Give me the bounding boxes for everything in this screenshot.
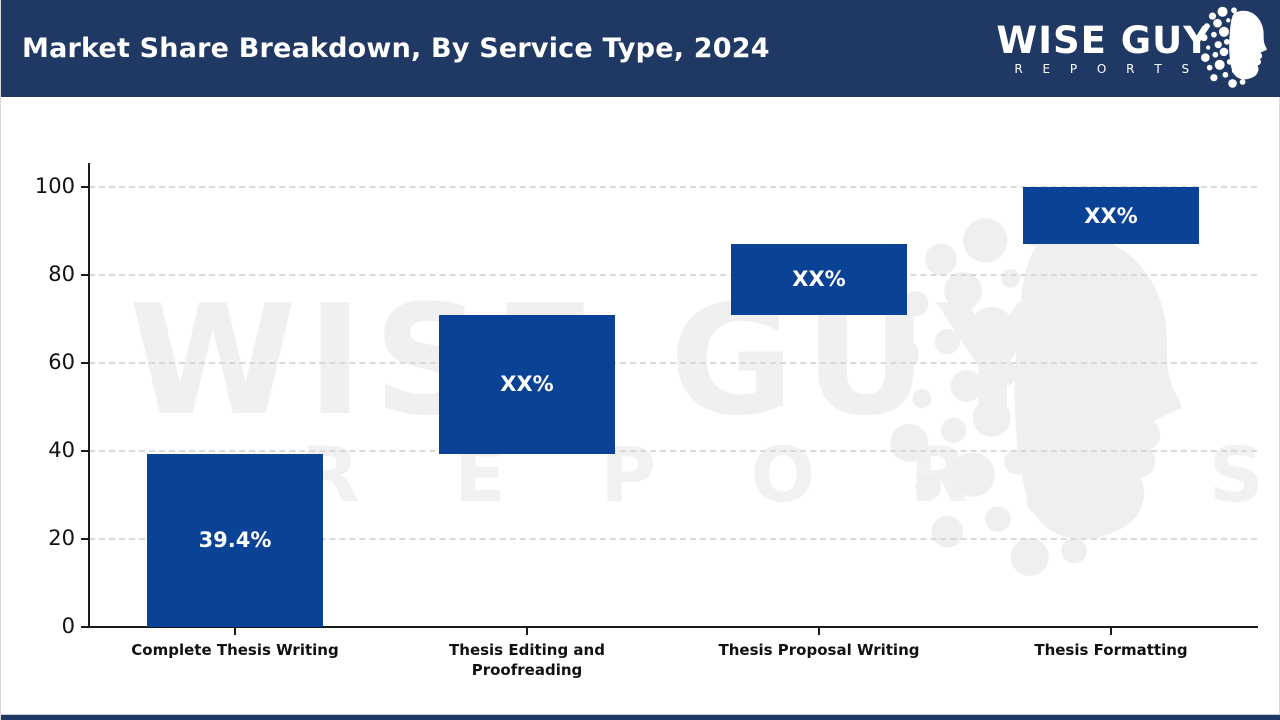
y-axis-tick-label: 40 [48, 438, 75, 462]
wise-guy-reports-logo: WISE GUY R E P O R T S [996, 6, 1280, 92]
y-axis-tick-label: 60 [48, 350, 75, 374]
y-tick [81, 538, 89, 540]
chart-title: Market Share Breakdown, By Service Type,… [22, 33, 770, 64]
logo-name-text: WISE GUY [996, 18, 1211, 62]
bar-value-label: XX% [500, 372, 554, 397]
gridline [89, 186, 1257, 188]
bar-segment: XX% [439, 314, 615, 454]
header-bar: Market Share Breakdown, By Service Type,… [1, 0, 1280, 97]
y-tick [81, 362, 89, 364]
x-axis-category-label: Thesis Editing and Proofreading [449, 641, 605, 680]
logo-subtitle-text: R E P O R T S [1014, 61, 1198, 76]
bar-value-label: 39.4% [198, 528, 272, 553]
y-tick [81, 626, 89, 628]
logo-text: WISE GUY R E P O R T S [996, 22, 1211, 76]
x-axis-spine [88, 626, 1258, 628]
y-axis-tick-label: 0 [61, 614, 75, 638]
footer-strip [1, 714, 1280, 720]
x-tick [526, 628, 528, 635]
x-axis-category-label: Complete Thesis Writing [131, 641, 339, 659]
x-tick [1110, 628, 1112, 635]
bar-segment: XX% [731, 244, 907, 315]
bar-segment: 39.4% [147, 453, 323, 627]
x-axis-category-label: Thesis Proposal Writing [718, 641, 920, 659]
y-axis-tick-label: 100 [34, 174, 75, 198]
y-axis-tick-label: 80 [48, 262, 75, 286]
gridline [89, 362, 1257, 364]
x-tick [818, 628, 820, 635]
bar-value-label: XX% [1084, 203, 1138, 228]
x-axis-category-label: Thesis Formatting [1034, 641, 1188, 659]
gridline [89, 450, 1257, 452]
y-tick [81, 186, 89, 188]
logo-face-icon [1200, 6, 1267, 88]
bar-value-label: XX% [792, 267, 846, 292]
gridline [89, 538, 1257, 540]
y-axis-spine [88, 163, 90, 628]
bar-segment: XX% [1023, 187, 1199, 245]
x-tick [234, 628, 236, 635]
y-axis-tick-label: 20 [48, 526, 75, 550]
y-tick [81, 450, 89, 452]
y-tick [81, 274, 89, 276]
gridline [89, 274, 1257, 276]
